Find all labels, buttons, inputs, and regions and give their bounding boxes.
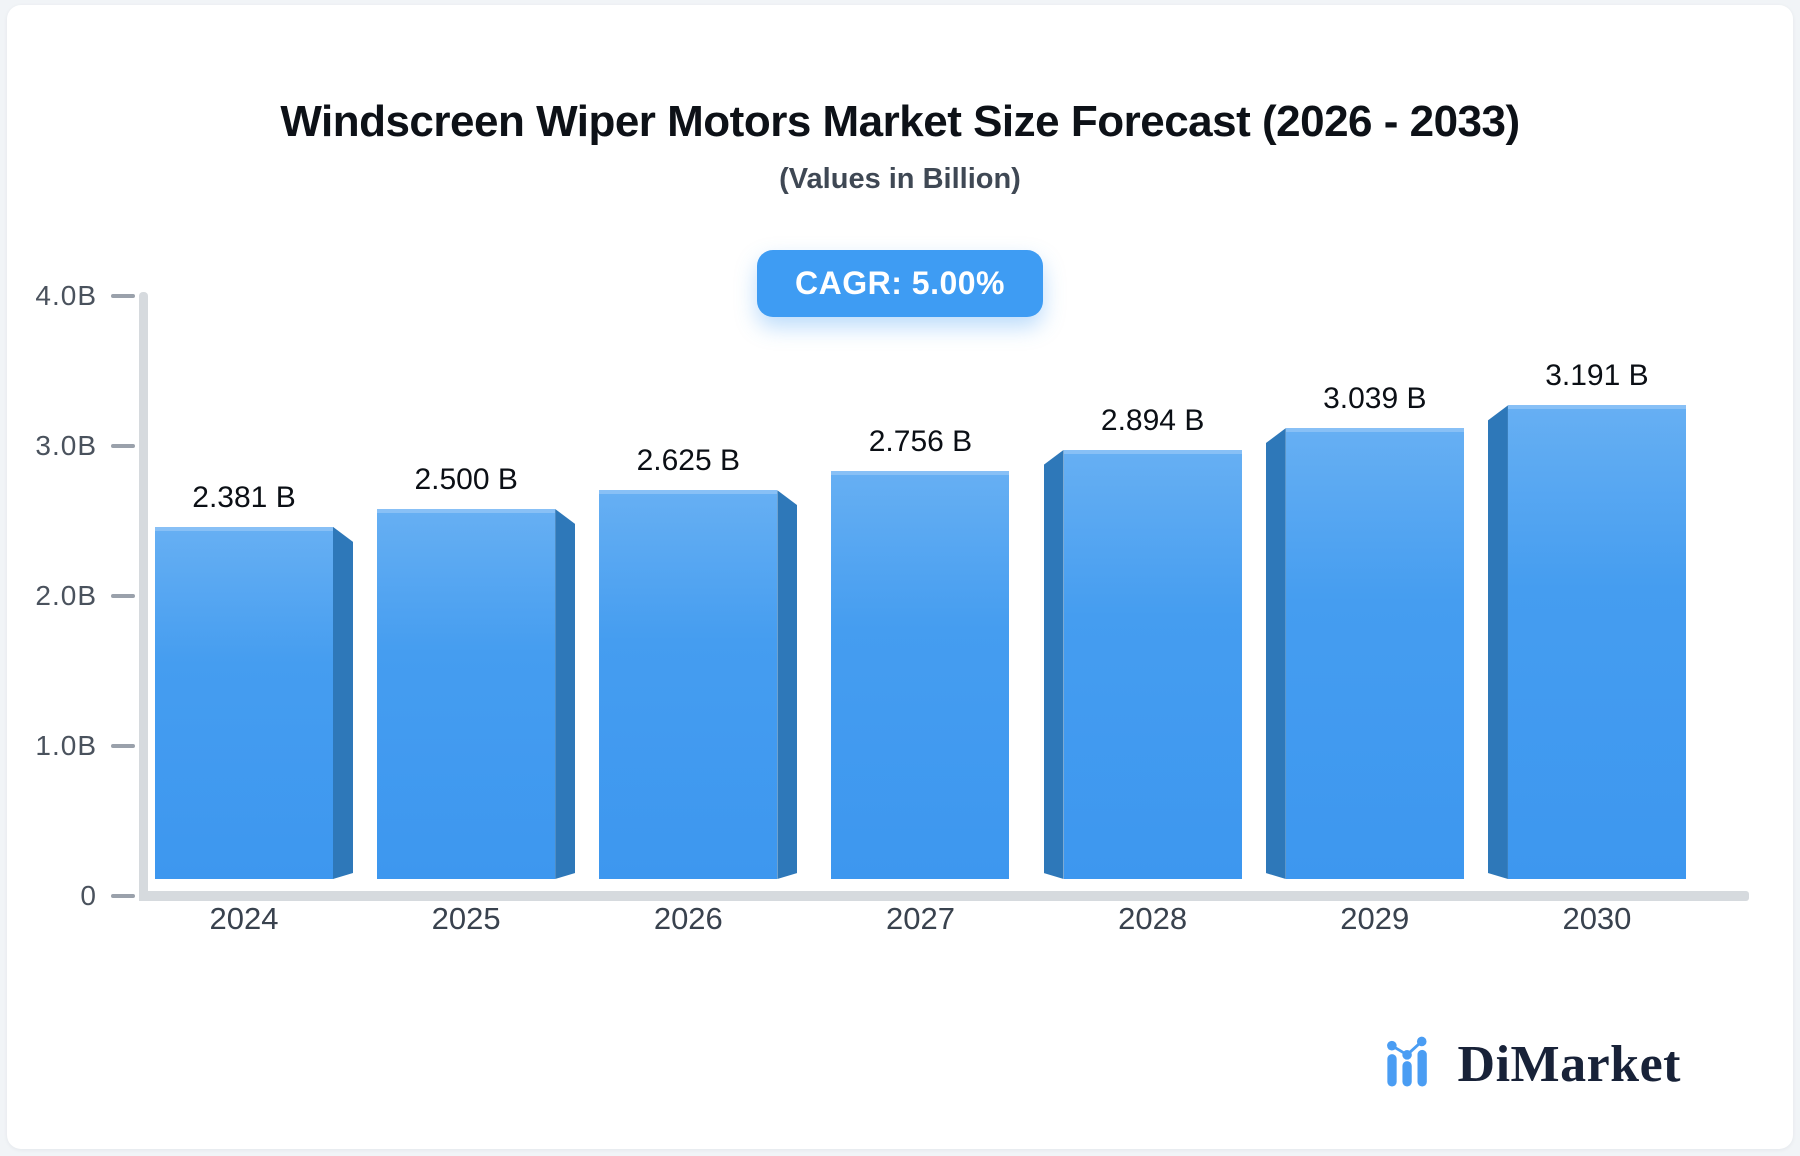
- y-tick-label: 2.0B: [35, 580, 97, 611]
- bar-3d-side: [555, 509, 575, 879]
- bar-face: [599, 490, 778, 879]
- bar-value-label: 2.756 B: [868, 424, 973, 458]
- bars-row: 2.381 B 2024 2.500 B 2025 2.625 B 2026 2…: [155, 359, 1686, 936]
- y-tick-label: 3.0B: [35, 430, 97, 461]
- bar[interactable]: 2.381 B 2024: [155, 481, 353, 936]
- bar-face: [377, 509, 556, 879]
- x-tick-label: 2028: [1118, 901, 1188, 936]
- chart-subtitle: (Values in Billion): [779, 163, 1021, 195]
- bar-value-label: 2.625 B: [636, 444, 741, 478]
- bar-3d-side: [333, 527, 353, 879]
- bar[interactable]: 3.039 B 2029: [1266, 382, 1464, 936]
- cagr-badge: CAGR: 5.00%: [757, 250, 1043, 317]
- x-tick-label: 2029: [1340, 901, 1410, 936]
- bar-face: [1285, 428, 1464, 879]
- y-tick: 0: [27, 875, 135, 917]
- bar-face: [1507, 405, 1686, 879]
- x-tick-label: 2024: [209, 901, 279, 936]
- bar[interactable]: 2.894 B 2028: [1044, 404, 1242, 936]
- brand-name: DiMarket: [1457, 1035, 1681, 1093]
- bar[interactable]: 2.756 B 2027: [821, 425, 1019, 936]
- x-tick-label: 2030: [1562, 901, 1632, 936]
- y-axis-line: [139, 292, 148, 901]
- y-tick-dash: [111, 294, 135, 298]
- bar-face: [155, 526, 333, 879]
- y-tick-dash: [111, 744, 135, 748]
- bar-3d-side: [777, 490, 797, 879]
- y-tick-label: 0: [80, 880, 97, 911]
- bar-face: [831, 470, 1010, 879]
- y-tick-dash: [111, 594, 135, 598]
- y-tick: 1.0B: [27, 725, 135, 767]
- y-tick: 4.0B: [27, 275, 135, 317]
- chart-title: Windscreen Wiper Motors Market Size Fore…: [280, 97, 1520, 146]
- y-tick-dash: [111, 444, 135, 448]
- bar-value-label: 2.381 B: [192, 480, 296, 514]
- y-tick-label: 1.0B: [35, 730, 97, 761]
- x-tick-label: 2025: [431, 901, 501, 936]
- brand-logo[interactable]: DiMarket: [1382, 1033, 1681, 1095]
- bar[interactable]: 2.625 B 2026: [599, 444, 797, 936]
- y-tick-dash: [111, 894, 135, 898]
- chart-header: Windscreen Wiper Motors Market Size Fore…: [47, 5, 1753, 317]
- bar-3d-side: [1266, 428, 1286, 879]
- bar-value-label: 2.500 B: [414, 463, 518, 496]
- bar-3d-side: [1044, 450, 1064, 879]
- bar-value-label: 3.039 B: [1323, 382, 1427, 416]
- bar-face: [1063, 449, 1242, 879]
- bar-chart-plot: 4.0B 3.0B 2.0B 1.0B 0 2.381 B 2024 2.500…: [7, 5, 1793, 1149]
- chart-card: Windscreen Wiper Motors Market Size Fore…: [7, 5, 1793, 1149]
- bar-chart-logo-icon: [1386, 1036, 1427, 1087]
- bar[interactable]: 2.500 B 2025: [377, 463, 575, 936]
- bar[interactable]: 3.191 B 2030: [1488, 359, 1686, 936]
- bar-value-label: 2.894 B: [1100, 403, 1205, 437]
- y-tick-label: 4.0B: [35, 280, 97, 311]
- x-tick-label: 2027: [885, 901, 955, 936]
- bar-value-label: 3.191 B: [1545, 359, 1649, 393]
- x-tick-label: 2026: [653, 901, 723, 936]
- x-axis-line: [139, 891, 1749, 901]
- y-tick: 2.0B: [27, 575, 135, 617]
- bar-3d-side: [1488, 405, 1508, 879]
- y-tick: 3.0B: [27, 425, 135, 467]
